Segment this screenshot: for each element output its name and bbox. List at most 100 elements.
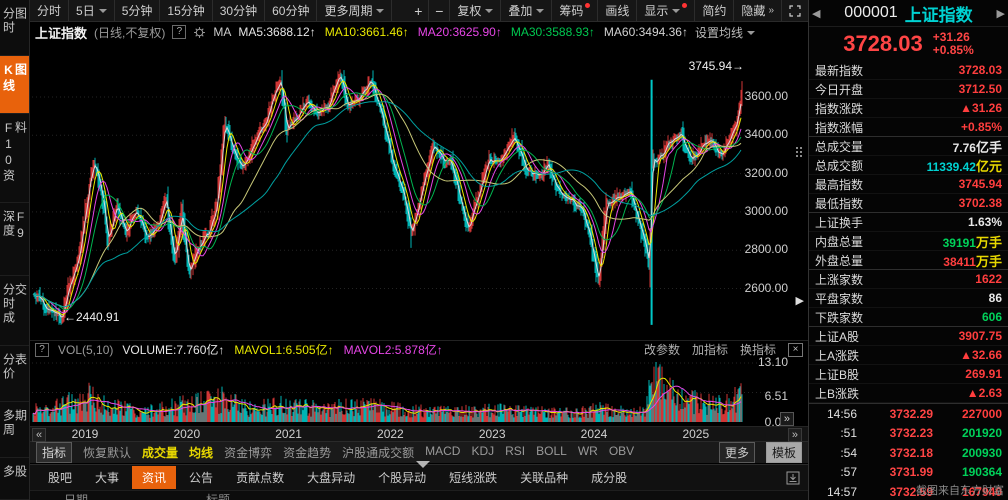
- bottom-tab-5[interactable]: 大盘异动: [307, 471, 356, 485]
- chevron-down-icon: [485, 8, 494, 17]
- indicator-tab-7[interactable]: RSI: [505, 444, 526, 458]
- period-button-6[interactable]: 更多周期: [317, 0, 393, 21]
- action-button-2[interactable]: 筹码: [552, 0, 599, 21]
- bottom-tab-4[interactable]: 贡献点数: [236, 471, 285, 485]
- stat-label: 上证B股: [815, 367, 860, 382]
- stat-unit: 亿手: [975, 139, 1002, 155]
- stat-row-10: 外盘总量 38411万手: [809, 251, 1008, 270]
- action-label: 显示: [644, 4, 669, 18]
- stat-row-16: 上证B股 269.91: [809, 365, 1008, 384]
- ma-settings-button[interactable]: 设置均线: [695, 24, 755, 41]
- stat-label: 上涨家数: [815, 272, 864, 287]
- tick-volume: 167940: [961, 484, 1002, 499]
- action-button-1[interactable]: 叠加: [501, 0, 553, 21]
- action-button-5[interactable]: 简约: [695, 0, 735, 21]
- more-indicators-button[interactable]: 更多: [718, 442, 755, 463]
- up-arrow-icon: ↑: [681, 25, 688, 39]
- sidebar-item-fenshi-chengjiao[interactable]: 分时成交: [0, 276, 29, 346]
- sidebar-item-duogu[interactable]: 多股: [0, 458, 29, 500]
- bottom-tab-0[interactable]: 股吧: [48, 471, 73, 485]
- bottom-tab-1[interactable]: 大事: [95, 471, 120, 485]
- volume-help-icon[interactable]: ?: [35, 342, 49, 357]
- drag-handle[interactable]: [796, 147, 798, 149]
- bottom-tab-7[interactable]: 短线涨跌: [449, 471, 498, 485]
- period-label: 30分钟: [219, 4, 258, 18]
- indicator-tab-8[interactable]: BOLL: [536, 444, 567, 458]
- action-button-0[interactable]: 复权: [450, 0, 502, 21]
- kline-chart[interactable]: 3745.94→ ←2440.91 3600.00 3400.00 3200.00 3…: [30, 42, 808, 340]
- indicator-tab-10[interactable]: OBV: [608, 444, 635, 458]
- action-button-4[interactable]: 显示: [637, 0, 696, 21]
- period-button-3[interactable]: 15分钟: [160, 0, 213, 21]
- tick-time: :54: [840, 445, 857, 460]
- bottom-tab-9[interactable]: 成分股: [591, 471, 628, 485]
- zoom-out-button[interactable]: −: [429, 0, 451, 21]
- stat-value: 39191万手: [942, 234, 1002, 250]
- fullscreen-button[interactable]: [782, 0, 808, 21]
- sidebar-item-fenshitu[interactable]: 分时图: [0, 0, 29, 56]
- stat-row-1: 今日开盘 3712.50: [809, 80, 1008, 99]
- next-stock-arrow[interactable]: ▶: [996, 8, 1005, 20]
- gear-icon[interactable]: [193, 26, 206, 39]
- period-button-4[interactable]: 30分钟: [213, 0, 266, 21]
- chart-subtitle: (日线,不复权): [94, 25, 166, 40]
- indicator-tab-6[interactable]: KDJ: [471, 444, 495, 458]
- volume-action-0[interactable]: 改参数: [643, 343, 680, 357]
- bottom-tab-3[interactable]: 公告: [189, 471, 214, 485]
- indicator-tab-5[interactable]: MACD: [425, 444, 461, 458]
- scroll-right-button[interactable]: »: [787, 428, 802, 442]
- volume-chart[interactable]: 13.10 6.51 0.00 »: [30, 355, 808, 429]
- collapse-bottom-arrow[interactable]: [416, 461, 430, 475]
- tick-list[interactable]: 14:56 3732.29 227000:51 3732.23 201920:54 373…: [809, 403, 1008, 500]
- bottom-tab-6[interactable]: 个股异动: [378, 471, 427, 485]
- sidebar-item-duozhouqi[interactable]: 多周期: [0, 402, 29, 458]
- change-percent: +0.85%: [932, 43, 974, 57]
- action-button-6[interactable]: 隐藏»: [734, 0, 782, 21]
- volume-action-1[interactable]: 加指标: [691, 343, 728, 357]
- indicator-tab-2[interactable]: 资金博弈: [224, 446, 273, 460]
- export-button[interactable]: [786, 471, 800, 485]
- period-label: 60分钟: [272, 4, 310, 18]
- help-icon[interactable]: ?: [172, 25, 187, 39]
- prev-stock-arrow[interactable]: ◀: [812, 8, 821, 20]
- indicator-tab-1[interactable]: 均线: [189, 446, 214, 460]
- indicator-tab-9[interactable]: WR: [577, 444, 598, 458]
- scroll-left-button[interactable]: «: [32, 428, 47, 442]
- period-button-2[interactable]: 5分钟: [115, 0, 161, 21]
- indicator-tab-4[interactable]: 沪股通成交额: [342, 446, 415, 460]
- period-button-5[interactable]: 60分钟: [265, 0, 318, 21]
- volume-action-2[interactable]: 换指标: [739, 343, 776, 357]
- stat-label: 指数涨幅: [815, 120, 864, 135]
- indicator-tab-0[interactable]: 成交量: [142, 446, 179, 460]
- bottom-tab-2[interactable]: 资讯: [132, 466, 177, 489]
- sidebar-item-f10-ziliao[interactable]: F10资料: [0, 114, 29, 203]
- tick-price: 3732.18: [889, 445, 933, 460]
- stat-label: 总成交额: [815, 158, 864, 173]
- reset-default-button[interactable]: 恢复默认: [83, 446, 132, 460]
- collapse-panel-arrow[interactable]: ▶: [795, 295, 804, 307]
- toolbar-spacer: [392, 0, 408, 21]
- action-button-3[interactable]: 画线: [598, 0, 638, 21]
- indicator-label-box[interactable]: 指标: [36, 442, 73, 463]
- price-axis-label-0: 3600.00: [744, 89, 788, 103]
- stat-value: ▲31.26: [960, 101, 1002, 115]
- sidebar-item-shendu-f9[interactable]: 深度F9: [0, 203, 29, 277]
- template-button[interactable]: 模板: [765, 442, 802, 463]
- stat-row-8: 上证换手 1.63%: [809, 213, 1008, 232]
- indicator-tab-3[interactable]: 资金趋势: [283, 446, 332, 460]
- period-button-0[interactable]: 分时: [30, 0, 70, 21]
- last-price: 3728.03: [843, 31, 923, 56]
- period-toolbar: 分时 5日 5分钟 15分钟 30分钟 60分钟 更多周期 + − 复权 叠加 筹码 画线 显示 简约…: [30, 0, 808, 22]
- up-arrow-icon: ↑: [309, 25, 316, 39]
- fullscreen-icon: [789, 4, 801, 17]
- expand-pane-button[interactable]: »: [779, 412, 794, 426]
- period-button-1[interactable]: 5日: [69, 0, 115, 21]
- bottom-tab-8[interactable]: 关联品种: [520, 471, 569, 485]
- zoom-in-button[interactable]: +: [408, 0, 430, 21]
- stat-label: 平盘家数: [815, 291, 864, 306]
- close-icon[interactable]: ×: [788, 342, 803, 357]
- tick-time: 14:57: [826, 484, 857, 499]
- sidebar-item-fenjiabiao[interactable]: 分价表: [0, 346, 29, 402]
- sidebar-item-kxiantu[interactable]: K线图: [0, 55, 29, 114]
- period-label: 15分钟: [167, 4, 205, 18]
